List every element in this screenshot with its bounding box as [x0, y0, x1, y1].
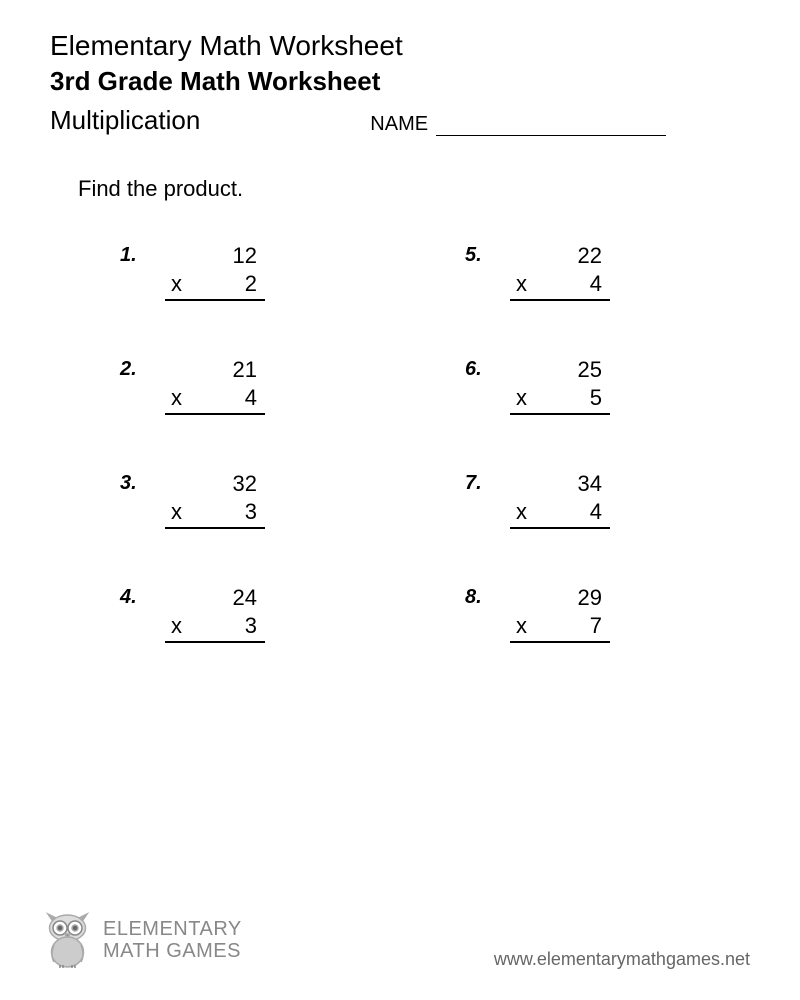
problem-number: 8. — [465, 584, 510, 609]
operator: x — [171, 499, 182, 525]
multiplicand: 12 — [165, 242, 265, 271]
problem-math: 32 x 3 — [165, 470, 265, 529]
multiplier: 3 — [245, 499, 257, 525]
problem-1: 1. 12 x 2 — [120, 242, 345, 301]
problem-number: 1. — [120, 242, 165, 267]
problem-math: 34 x 4 — [510, 470, 610, 529]
problem-number: 6. — [465, 356, 510, 381]
problem-number: 5. — [465, 242, 510, 267]
problem-7: 7. 34 x 4 — [465, 470, 690, 529]
multiplicand: 21 — [165, 356, 265, 385]
multiplier-row: x 4 — [510, 271, 610, 301]
multiplier-row: x 3 — [165, 613, 265, 643]
problem-2: 2. 21 x 4 — [120, 356, 345, 415]
problem-number: 3. — [120, 470, 165, 495]
multiplicand: 29 — [510, 584, 610, 613]
worksheet-subtitle: 3rd Grade Math Worksheet — [50, 66, 750, 97]
name-label: NAME — [370, 113, 428, 136]
problems-grid: 1. 12 x 2 5. 22 x 4 2. 21 x 4 — [50, 242, 750, 643]
operator: x — [516, 385, 527, 411]
logo-line2: Math Games — [103, 940, 242, 962]
instruction-text: Find the product. — [78, 176, 750, 202]
topic-row: Multiplication NAME — [50, 105, 750, 136]
website-url: www.elementarymathgames.net — [494, 949, 750, 970]
multiplier: 7 — [590, 613, 602, 639]
multiplier: 4 — [590, 271, 602, 297]
multiplier-row: x 2 — [165, 271, 265, 301]
operator: x — [171, 613, 182, 639]
multiplier-row: x 4 — [165, 385, 265, 415]
logo-text: Elementary Math Games — [103, 918, 242, 962]
problem-math: 24 x 3 — [165, 584, 265, 643]
multiplier: 3 — [245, 613, 257, 639]
operator: x — [171, 271, 182, 297]
problem-3: 3. 32 x 3 — [120, 470, 345, 529]
multiplier: 4 — [590, 499, 602, 525]
problem-number: 7. — [465, 470, 510, 495]
logo: Elementary Math Games — [40, 910, 242, 970]
multiplier-row: x 4 — [510, 499, 610, 529]
worksheet-title: Elementary Math Worksheet — [50, 30, 750, 62]
problem-math: 12 x 2 — [165, 242, 265, 301]
multiplicand: 25 — [510, 356, 610, 385]
operator: x — [516, 271, 527, 297]
multiplicand: 24 — [165, 584, 265, 613]
operator: x — [516, 613, 527, 639]
problem-math: 29 x 7 — [510, 584, 610, 643]
name-input-line[interactable] — [436, 135, 666, 136]
owl-icon — [40, 910, 95, 970]
problem-number: 4. — [120, 584, 165, 609]
multiplier-row: x 5 — [510, 385, 610, 415]
topic-label: Multiplication — [50, 105, 200, 136]
multiplier: 5 — [590, 385, 602, 411]
problem-math: 22 x 4 — [510, 242, 610, 301]
problem-4: 4. 24 x 3 — [120, 584, 345, 643]
multiplier: 4 — [245, 385, 257, 411]
problem-math: 21 x 4 — [165, 356, 265, 415]
problem-6: 6. 25 x 5 — [465, 356, 690, 415]
logo-line1: Elementary — [103, 918, 242, 940]
problem-5: 5. 22 x 4 — [465, 242, 690, 301]
multiplicand: 22 — [510, 242, 610, 271]
problem-8: 8. 29 x 7 — [465, 584, 690, 643]
name-section: NAME — [370, 113, 666, 136]
multiplier-row: x 7 — [510, 613, 610, 643]
operator: x — [516, 499, 527, 525]
multiplicand: 34 — [510, 470, 610, 499]
problem-math: 25 x 5 — [510, 356, 610, 415]
multiplier-row: x 3 — [165, 499, 265, 529]
operator: x — [171, 385, 182, 411]
footer: Elementary Math Games www.elementarymath… — [40, 910, 750, 970]
problem-number: 2. — [120, 356, 165, 381]
multiplicand: 32 — [165, 470, 265, 499]
multiplier: 2 — [245, 271, 257, 297]
